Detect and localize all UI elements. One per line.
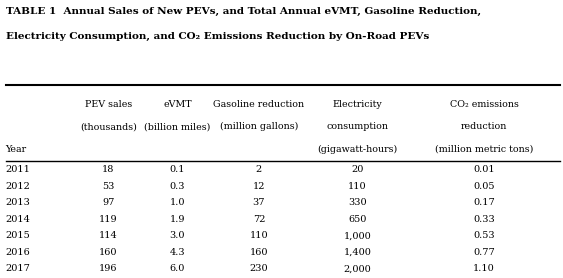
Text: (million metric tons): (million metric tons) xyxy=(435,145,533,153)
Text: 110: 110 xyxy=(348,182,367,190)
Text: 0.53: 0.53 xyxy=(473,231,495,240)
Text: 0.33: 0.33 xyxy=(473,215,495,224)
Text: 2012: 2012 xyxy=(6,182,30,190)
Text: 2015: 2015 xyxy=(6,231,30,240)
Text: 1,400: 1,400 xyxy=(343,248,372,257)
Text: 230: 230 xyxy=(249,264,269,273)
Text: 3.0: 3.0 xyxy=(169,231,185,240)
Text: eVMT: eVMT xyxy=(163,100,191,109)
Text: 160: 160 xyxy=(99,248,118,257)
Text: 53: 53 xyxy=(102,182,114,190)
Text: consumption: consumption xyxy=(327,122,388,131)
Text: Year: Year xyxy=(6,145,27,153)
Text: 650: 650 xyxy=(348,215,367,224)
Text: CO₂ emissions: CO₂ emissions xyxy=(450,100,519,109)
Text: 2017: 2017 xyxy=(6,264,30,273)
Text: TABLE 1  Annual Sales of New PEVs, and Total Annual eVMT, Gasoline Reduction,: TABLE 1 Annual Sales of New PEVs, and To… xyxy=(6,7,481,16)
Text: 114: 114 xyxy=(99,231,118,240)
Text: 2016: 2016 xyxy=(6,248,30,257)
Text: 0.77: 0.77 xyxy=(473,248,495,257)
Text: 2: 2 xyxy=(256,165,262,174)
Text: 1.9: 1.9 xyxy=(169,215,185,224)
Text: 0.01: 0.01 xyxy=(473,165,495,174)
Text: 97: 97 xyxy=(102,198,114,207)
Text: Electricity: Electricity xyxy=(333,100,382,109)
Text: 1.10: 1.10 xyxy=(473,264,495,273)
Text: 160: 160 xyxy=(250,248,268,257)
Text: 0.3: 0.3 xyxy=(169,182,185,190)
Text: 2013: 2013 xyxy=(6,198,30,207)
Text: 110: 110 xyxy=(249,231,269,240)
Text: 119: 119 xyxy=(99,215,118,224)
Text: Electricity Consumption, and CO₂ Emissions Reduction by On-Road PEVs: Electricity Consumption, and CO₂ Emissio… xyxy=(6,32,429,41)
Text: 72: 72 xyxy=(253,215,265,224)
Text: (million gallons): (million gallons) xyxy=(220,122,298,131)
Text: reduction: reduction xyxy=(461,122,507,131)
Text: 2011: 2011 xyxy=(6,165,30,174)
Text: 18: 18 xyxy=(102,165,114,174)
Text: (gigawatt-hours): (gigawatt-hours) xyxy=(318,145,397,154)
Text: 2,000: 2,000 xyxy=(343,264,372,273)
Text: 37: 37 xyxy=(253,198,265,207)
Text: Gasoline reduction: Gasoline reduction xyxy=(213,100,305,109)
Text: 1,000: 1,000 xyxy=(343,231,372,240)
Text: 4.3: 4.3 xyxy=(169,248,185,257)
Text: PEV sales: PEV sales xyxy=(85,100,132,109)
Text: 330: 330 xyxy=(348,198,367,207)
Text: 196: 196 xyxy=(99,264,118,273)
Text: 0.1: 0.1 xyxy=(169,165,185,174)
Text: 2014: 2014 xyxy=(6,215,30,224)
Text: (billion miles): (billion miles) xyxy=(144,122,211,131)
Text: 0.05: 0.05 xyxy=(473,182,495,190)
Text: 1.0: 1.0 xyxy=(169,198,185,207)
Text: 12: 12 xyxy=(253,182,265,190)
Text: 6.0: 6.0 xyxy=(169,264,185,273)
Text: 20: 20 xyxy=(351,165,364,174)
Text: (thousands): (thousands) xyxy=(80,122,137,131)
Text: 0.17: 0.17 xyxy=(473,198,495,207)
